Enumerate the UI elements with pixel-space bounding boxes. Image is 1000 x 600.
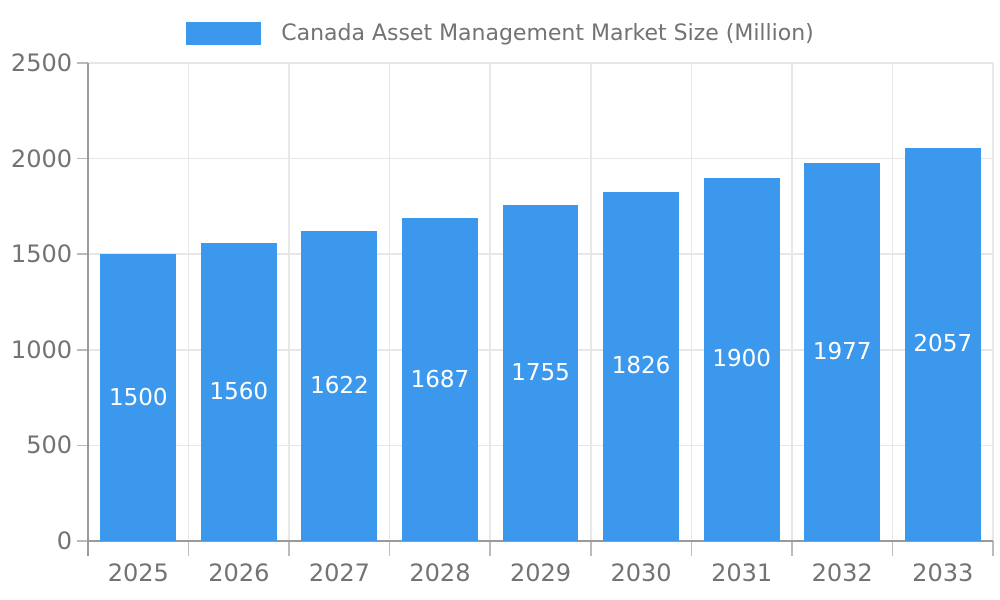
bar-value-label: 1560	[209, 378, 269, 405]
x-tick-label: 2027	[308, 559, 370, 587]
bar-value-label: 1826	[611, 353, 671, 380]
y-gridline	[88, 62, 993, 64]
x-tick	[891, 541, 894, 556]
x-tick-label: 2033	[912, 559, 974, 587]
x-gridline	[590, 63, 592, 541]
x-gridline	[388, 63, 391, 541]
y-tick-label: 2000	[10, 144, 72, 173]
bar-value-label: 1500	[108, 384, 168, 411]
x-gridline	[891, 63, 894, 541]
bar[interactable]	[401, 218, 478, 541]
x-tick	[288, 541, 290, 556]
legend-swatch	[186, 22, 262, 45]
bar-value-label: 1622	[310, 372, 369, 399]
x-tick	[87, 541, 89, 556]
y-tick-label: 2500	[10, 49, 72, 77]
x-tick	[187, 541, 190, 556]
x-tick-label: 2025	[107, 559, 169, 587]
x-axis-line	[88, 540, 993, 542]
bar[interactable]	[502, 205, 579, 541]
legend-label: Canada Asset Management Market Size (Mil…	[281, 21, 814, 46]
y-tick	[77, 540, 88, 542]
x-tick-label: 2028	[409, 559, 471, 587]
x-tick	[590, 541, 592, 556]
x-tick	[388, 541, 391, 556]
x-tick	[791, 541, 793, 556]
bar-value-label: 2057	[913, 331, 972, 358]
x-gridline	[187, 63, 190, 541]
y-tick-label: 1000	[10, 335, 72, 364]
x-gridline	[489, 63, 491, 541]
x-tick-label: 2026	[208, 559, 270, 587]
bar-value-label: 1755	[511, 360, 570, 387]
y-tick	[77, 157, 88, 160]
x-gridline	[690, 63, 693, 541]
bar-value-label: 1687	[410, 366, 470, 393]
y-axis-line	[87, 63, 89, 541]
bar[interactable]	[301, 230, 378, 541]
y-tick-label: 500	[26, 431, 72, 460]
y-tick	[77, 253, 88, 255]
legend-item[interactable]: Canada Asset Management Market Size (Mil…	[0, 21, 1000, 46]
bar[interactable]	[200, 242, 277, 541]
y-tick	[77, 444, 88, 447]
y-gridline	[88, 157, 993, 160]
x-gridline	[288, 63, 290, 541]
x-tick	[489, 541, 491, 556]
x-tick	[992, 541, 994, 556]
bar[interactable]	[804, 162, 881, 541]
y-tick-label: 0	[56, 527, 72, 555]
y-tick	[77, 62, 88, 64]
x-tick-label: 2029	[509, 559, 572, 587]
bar[interactable]	[703, 177, 780, 541]
x-tick-label: 2032	[811, 559, 873, 587]
y-tick	[77, 349, 88, 351]
bar-value-label: 1900	[712, 346, 771, 373]
y-tick-label: 1500	[10, 240, 72, 269]
x-gridline	[791, 63, 793, 541]
x-tick-label: 2031	[711, 559, 773, 587]
x-tick	[690, 541, 693, 556]
bar-value-label: 1977	[812, 338, 872, 365]
x-tick-label: 2030	[610, 559, 672, 587]
bar[interactable]	[603, 191, 679, 541]
bar[interactable]	[904, 147, 981, 541]
x-gridline	[992, 63, 994, 541]
bar[interactable]	[100, 254, 177, 541]
